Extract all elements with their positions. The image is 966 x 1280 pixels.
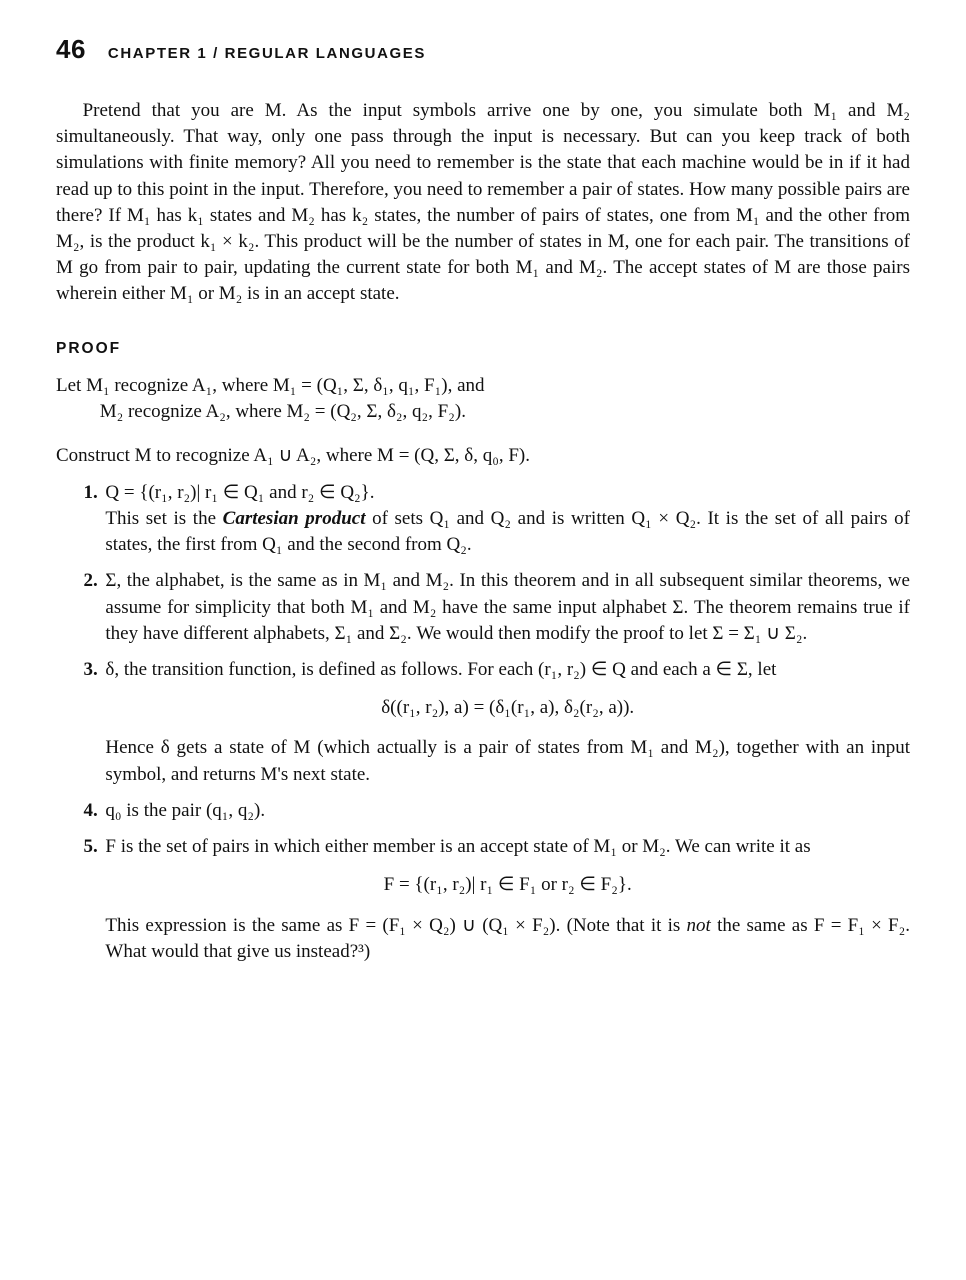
item-3-equation: δ((r₁, r₂), a) = (δ₁(r₁, a), δ₂(r₂, a)). [105, 695, 910, 721]
let-line-2: M₂ recognize A₂, where M₂ = (Q₂, Σ, δ₂, … [56, 399, 910, 425]
spacer [56, 425, 910, 443]
proof-item-5: F is the set of pairs in which either me… [105, 834, 910, 965]
proof-item-4: q₀ is the pair (q₁, q₂). [105, 798, 910, 824]
item-3-intro: δ, the transition function, is defined a… [105, 659, 776, 680]
item-5-note-pre: This expression is the same as F = (F₁ ×… [105, 915, 686, 936]
proof-item-1: Q = {(r₁, r₂)| r₁ ∈ Q₁ and r₂ ∈ Q₂}. Thi… [105, 480, 910, 559]
page-number: 46 [56, 32, 86, 68]
item-1-desc-pre: This set is the [105, 508, 222, 529]
chapter-label: CHAPTER 1 / REGULAR LANGUAGES [108, 44, 426, 65]
proof-list: Q = {(r₁, r₂)| r₁ ∈ Q₁ and r₂ ∈ Q₂}. Thi… [56, 480, 910, 965]
item-3-followup: Hence δ gets a state of M (which actuall… [105, 737, 910, 784]
let-line-1: Let M₁ recognize A₁, where M₁ = (Q₁, Σ, … [56, 373, 910, 399]
item-5-equation: F = {(r₁, r₂)| r₁ ∈ F₁ or r₂ ∈ F₂}. [105, 872, 910, 898]
proof-heading: PROOF [56, 338, 910, 359]
page: 46 CHAPTER 1 / REGULAR LANGUAGES Pretend… [0, 0, 966, 1280]
construct-line: Construct M to recognize A₁ ∪ A₂, where … [56, 443, 910, 469]
term-cartesian-product: Cartesian product [223, 508, 366, 529]
intro-paragraph: Pretend that you are M. As the input sym… [56, 98, 910, 308]
proof-item-3: δ, the transition function, is defined a… [105, 657, 910, 788]
item-5-intro: F is the set of pairs in which either me… [105, 836, 810, 857]
proof-item-2: Σ, the alphabet, is the same as in M₁ an… [105, 568, 910, 647]
item-1-set: Q = {(r₁, r₂)| r₁ ∈ Q₁ and r₂ ∈ Q₂}. [105, 482, 374, 503]
running-head: 46 CHAPTER 1 / REGULAR LANGUAGES [56, 32, 910, 68]
item-5-not: not [687, 915, 711, 936]
